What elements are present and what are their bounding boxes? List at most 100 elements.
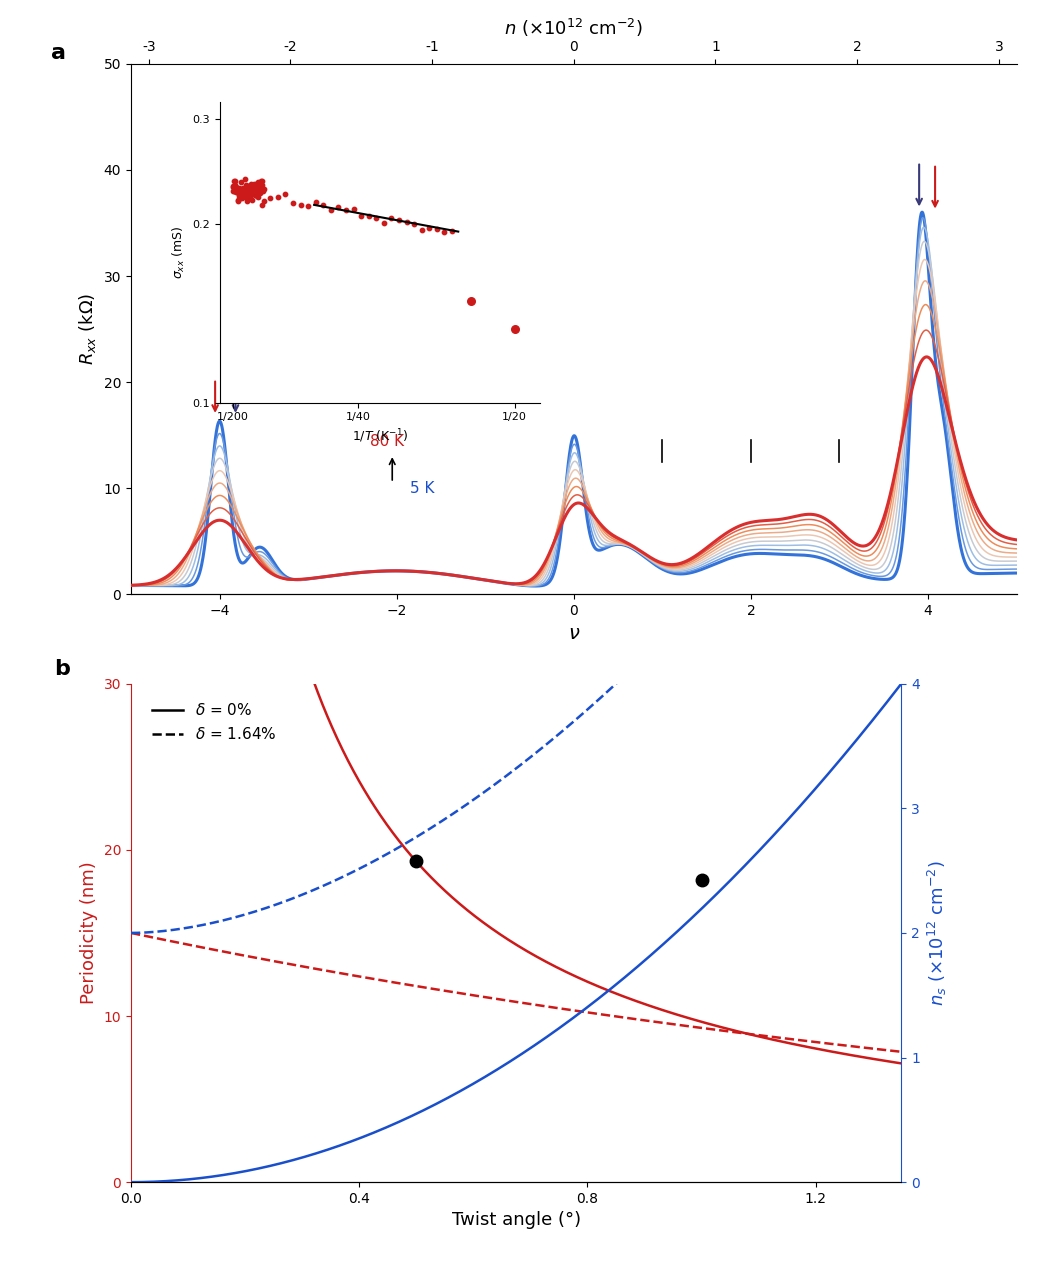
Point — [231, 183, 247, 203]
Point — [224, 176, 241, 197]
Text: b: b — [53, 659, 70, 679]
Point — [398, 212, 415, 233]
Point — [235, 178, 252, 198]
Point — [253, 180, 269, 201]
Point — [228, 183, 245, 203]
Point — [462, 291, 479, 312]
Legend: $\delta$ = 0%, $\delta$ = 1.64%: $\delta$ = 0%, $\delta$ = 1.64% — [147, 697, 283, 748]
Point — [406, 215, 422, 235]
Point — [225, 171, 242, 192]
Y-axis label: $n_s$ ($\times$10$^{12}$ cm$^{-2}$): $n_s$ ($\times$10$^{12}$ cm$^{-2}$) — [925, 860, 948, 1006]
Point — [240, 175, 257, 196]
Point — [285, 193, 302, 213]
Point — [254, 171, 270, 192]
Point — [256, 190, 272, 211]
Point — [243, 178, 260, 198]
Point — [227, 175, 244, 196]
Point — [413, 220, 430, 240]
Point — [237, 180, 254, 201]
Point — [246, 174, 263, 194]
Point — [242, 184, 259, 204]
X-axis label: Twist angle (°): Twist angle (°) — [452, 1212, 581, 1229]
Point — [239, 187, 256, 207]
Point — [237, 185, 254, 206]
Point — [345, 198, 362, 219]
Point — [330, 197, 347, 217]
Point — [227, 183, 244, 203]
Point — [235, 187, 252, 207]
Point — [255, 179, 271, 199]
Point — [323, 199, 340, 220]
Point — [244, 178, 261, 198]
Point — [227, 176, 244, 197]
Point — [232, 185, 248, 206]
Y-axis label: Periodicity (nm): Periodicity (nm) — [80, 861, 99, 1005]
Point — [247, 181, 264, 202]
Point — [225, 176, 242, 197]
Point — [230, 178, 246, 198]
Point — [254, 175, 270, 196]
Point — [236, 183, 253, 203]
Point — [250, 180, 267, 201]
Point — [230, 189, 246, 210]
Point — [248, 185, 265, 206]
Point — [277, 184, 293, 204]
Y-axis label: $R_{xx}$ (k$\Omega$): $R_{xx}$ (k$\Omega$) — [78, 293, 99, 366]
Point — [238, 187, 255, 207]
Point — [443, 221, 460, 242]
Point — [247, 178, 264, 198]
Point — [245, 184, 262, 204]
Point — [234, 183, 250, 203]
Point — [244, 181, 261, 202]
Point — [233, 180, 249, 201]
Point — [246, 184, 263, 204]
Point — [243, 174, 260, 194]
Point — [226, 171, 243, 192]
Point — [421, 217, 438, 238]
Point — [337, 201, 354, 221]
Point — [241, 181, 258, 202]
Point — [252, 178, 268, 198]
Point — [238, 175, 255, 196]
X-axis label: $n$ ($\times$10$^{12}$ cm$^{-2}$): $n$ ($\times$10$^{12}$ cm$^{-2}$) — [504, 17, 643, 38]
Point — [262, 188, 279, 208]
Point — [292, 196, 309, 216]
Point — [252, 183, 268, 203]
Point — [224, 180, 241, 201]
Point — [361, 206, 377, 226]
Point — [375, 213, 392, 234]
Point — [383, 208, 399, 229]
Text: 80 K: 80 K — [370, 433, 405, 449]
Point — [237, 169, 254, 189]
Point — [248, 183, 265, 203]
Point — [247, 174, 264, 194]
X-axis label: 1/$T$ (K$^{-1}$): 1/$T$ (K$^{-1}$) — [352, 428, 408, 446]
X-axis label: $\nu$: $\nu$ — [568, 624, 580, 643]
Point — [255, 181, 271, 202]
Point — [240, 179, 257, 199]
Point — [236, 183, 253, 203]
Point — [239, 190, 256, 211]
Point — [230, 190, 246, 211]
Point — [232, 188, 248, 208]
Y-axis label: $\sigma_{xx}$ (mS): $\sigma_{xx}$ (mS) — [171, 226, 187, 279]
Text: a: a — [51, 42, 66, 63]
Point — [236, 181, 253, 202]
Point — [368, 207, 385, 227]
Point — [231, 178, 247, 198]
Point — [314, 196, 331, 216]
Point — [300, 196, 316, 216]
Point — [245, 174, 262, 194]
Point — [244, 189, 261, 210]
Point — [231, 185, 247, 206]
Point — [226, 181, 243, 202]
Point — [436, 222, 453, 243]
Point — [249, 187, 266, 207]
Point — [228, 183, 245, 203]
Point — [242, 188, 259, 208]
Point — [255, 179, 271, 199]
Point — [429, 219, 445, 239]
Point — [249, 175, 266, 196]
Point — [225, 181, 242, 202]
Point — [252, 178, 268, 198]
